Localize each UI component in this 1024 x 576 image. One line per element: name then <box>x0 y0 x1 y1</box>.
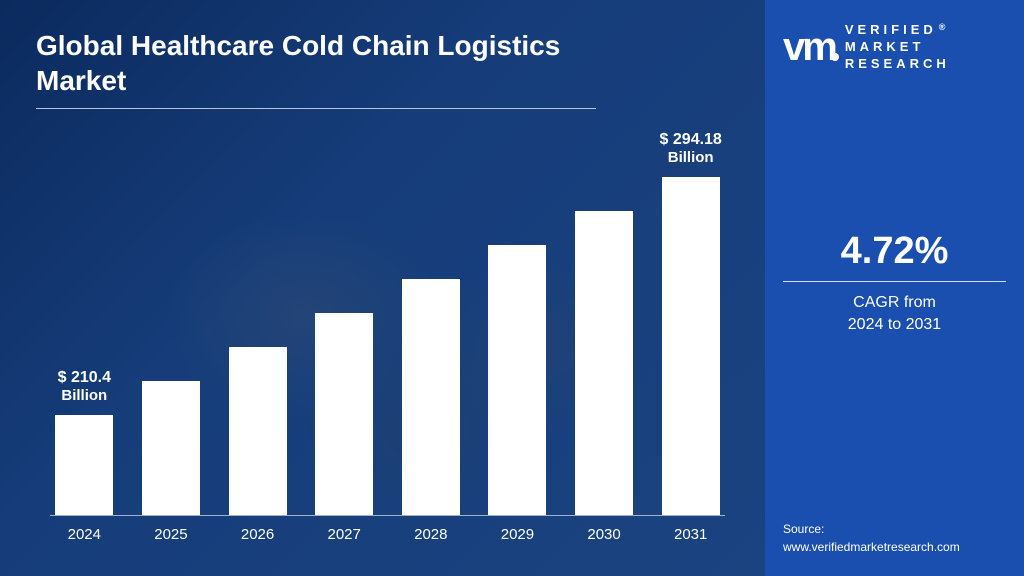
x-label: 2030 <box>570 520 639 546</box>
cagr-label-line2: 2024 to 2031 <box>848 316 941 333</box>
bars-container: $ 210.4Billion $ 294.18Billion <box>50 156 725 516</box>
last-bar-label: $ 294.18Billion <box>660 130 722 167</box>
bar-wrap: $ 210.4Billion <box>50 415 119 515</box>
brand-logo: vm VERIFIED® MARKET RESEARCH <box>783 22 1006 73</box>
bar-wrap <box>570 211 639 515</box>
page-title: Global Healthcare Cold Chain Logistics M… <box>36 28 596 98</box>
logo-text: VERIFIED® MARKET RESEARCH <box>845 22 950 73</box>
bar-wrap <box>397 279 466 515</box>
first-bar-label: $ 210.4Billion <box>58 368 111 405</box>
chart-panel: Global Healthcare Cold Chain Logistics M… <box>0 0 765 576</box>
logo-mark-icon: vm <box>783 27 835 67</box>
bar <box>662 177 720 515</box>
bar-chart: $ 210.4Billion$ 294.18Billion 2024202520… <box>50 126 725 546</box>
source-url: www.verifiedmarketresearch.com <box>783 538 1006 556</box>
x-label: 2026 <box>223 520 292 546</box>
sidebar-panel: vm VERIFIED® MARKET RESEARCH 4.72% CAGR … <box>765 0 1024 576</box>
x-label: 2025 <box>137 520 206 546</box>
bar <box>142 381 200 515</box>
bar-wrap <box>483 245 552 515</box>
bar <box>575 211 633 515</box>
bar-wrap <box>310 313 379 515</box>
registered-icon: ® <box>939 22 946 32</box>
cagr-block: 4.72% CAGR from 2024 to 2031 <box>783 230 1006 337</box>
source-label: Source: <box>783 520 1006 538</box>
x-label: 2031 <box>656 520 725 546</box>
logo-line2: MARKET <box>845 39 925 54</box>
x-label: 2027 <box>310 520 379 546</box>
bar-wrap: $ 294.18Billion <box>656 177 725 515</box>
cagr-value: 4.72% <box>783 230 1006 273</box>
bar <box>229 347 287 515</box>
bar-wrap <box>137 381 206 515</box>
cagr-label-line1: CAGR from <box>853 294 936 311</box>
bar <box>315 313 373 515</box>
title-divider <box>36 108 596 109</box>
x-label: 2028 <box>397 520 466 546</box>
bar <box>55 415 113 515</box>
logo-line3: RESEARCH <box>845 56 950 71</box>
cagr-divider <box>783 281 1006 282</box>
x-label: 2029 <box>483 520 552 546</box>
logo-line1: VERIFIED <box>845 22 937 37</box>
bar <box>488 245 546 515</box>
bar-wrap <box>223 347 292 515</box>
bar <box>402 279 460 515</box>
x-label: 2024 <box>50 520 119 546</box>
source-block: Source: www.verifiedmarketresearch.com <box>783 520 1006 556</box>
cagr-label: CAGR from 2024 to 2031 <box>783 292 1006 337</box>
x-axis-labels: 2024 2025 2026 2027 2028 2029 2030 2031 <box>50 520 725 546</box>
